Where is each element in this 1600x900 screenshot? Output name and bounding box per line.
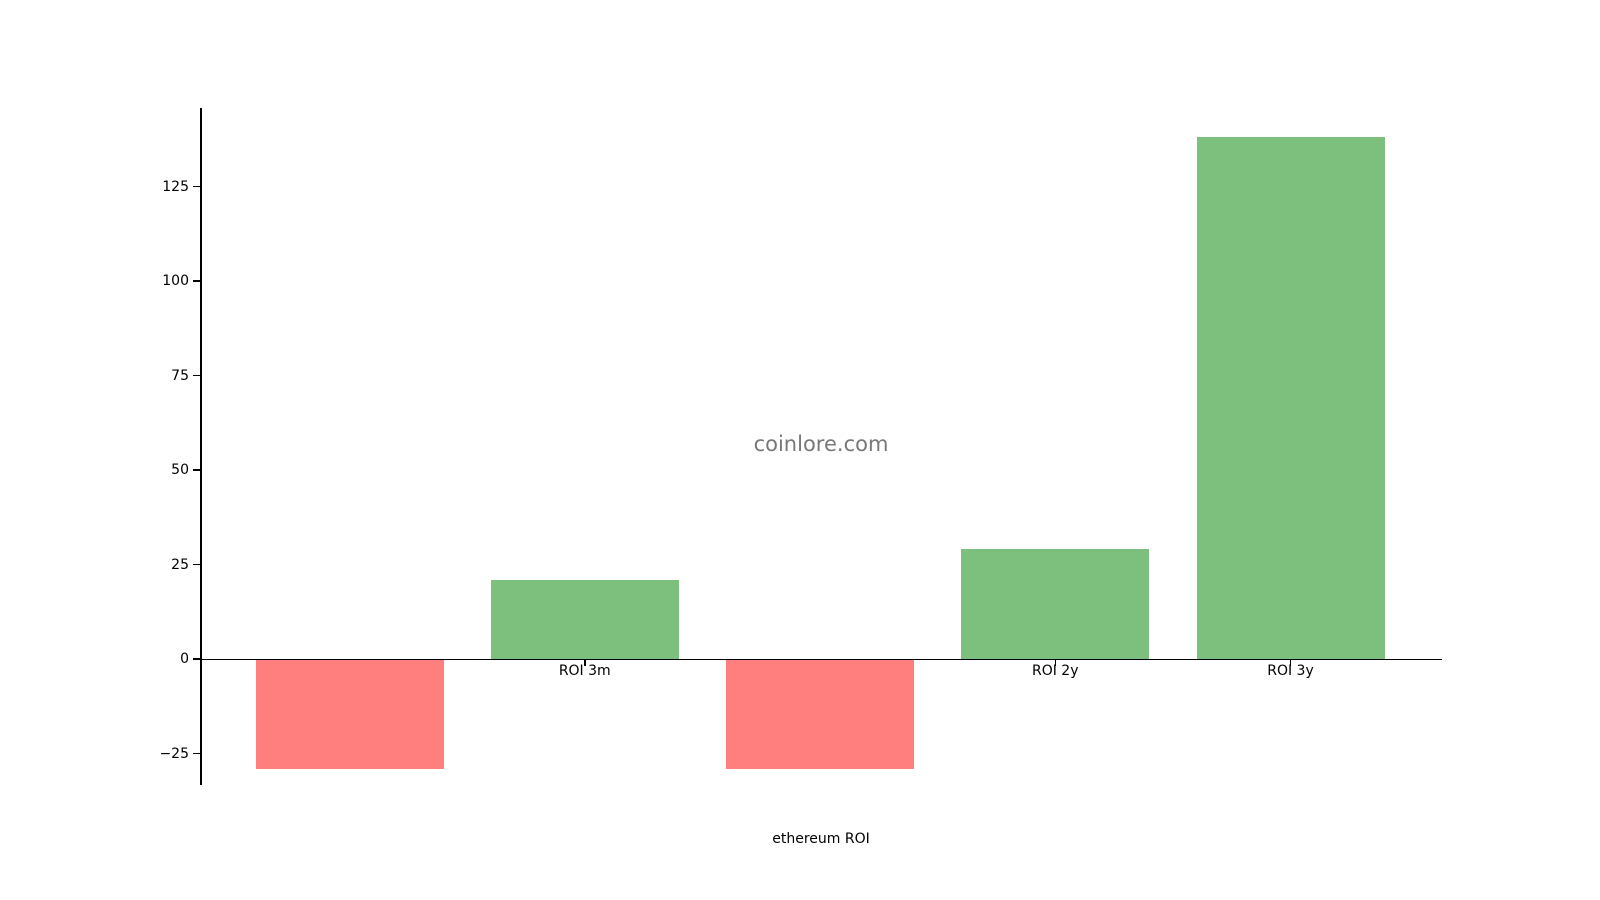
watermark-text: coinlore.com — [753, 432, 889, 456]
y-tick-mark — [192, 752, 201, 755]
bar-index-0 — [255, 659, 444, 769]
x-tick-label: ROI 3y — [1267, 662, 1314, 679]
y-tick-mark — [192, 469, 201, 471]
y-tick-label: 125 — [162, 178, 189, 195]
y-tick-mark — [192, 185, 201, 188]
y-tick-mark — [192, 374, 201, 377]
y-tick-mark — [192, 563, 201, 566]
x-tick-label: ROI 3m — [558, 662, 611, 679]
y-tick-label: −25 — [159, 745, 189, 762]
bar-roi-3m — [490, 579, 679, 659]
bar-roi-3y — [1196, 137, 1385, 659]
x-tick-label: ROI 2y — [1031, 662, 1079, 679]
y-tick-mark — [192, 280, 201, 282]
y-tick-label: 0 — [180, 651, 189, 667]
bar-index-2 — [726, 659, 914, 769]
y-tick-label: 25 — [171, 556, 189, 573]
y-tick-label: 75 — [171, 367, 189, 384]
x-tick-mark — [1054, 659, 1056, 666]
y-tick-label: 100 — [162, 273, 189, 289]
x-tick-mark — [1289, 659, 1292, 666]
y-axis-line — [200, 108, 202, 785]
bar-roi-2y — [961, 549, 1150, 659]
y-tick-label: 50 — [171, 462, 189, 478]
x-axis-title: ethereum ROI — [772, 831, 870, 847]
x-tick-mark — [584, 659, 586, 666]
y-tick-mark — [192, 658, 201, 660]
x-axis-line — [200, 658, 1442, 660]
